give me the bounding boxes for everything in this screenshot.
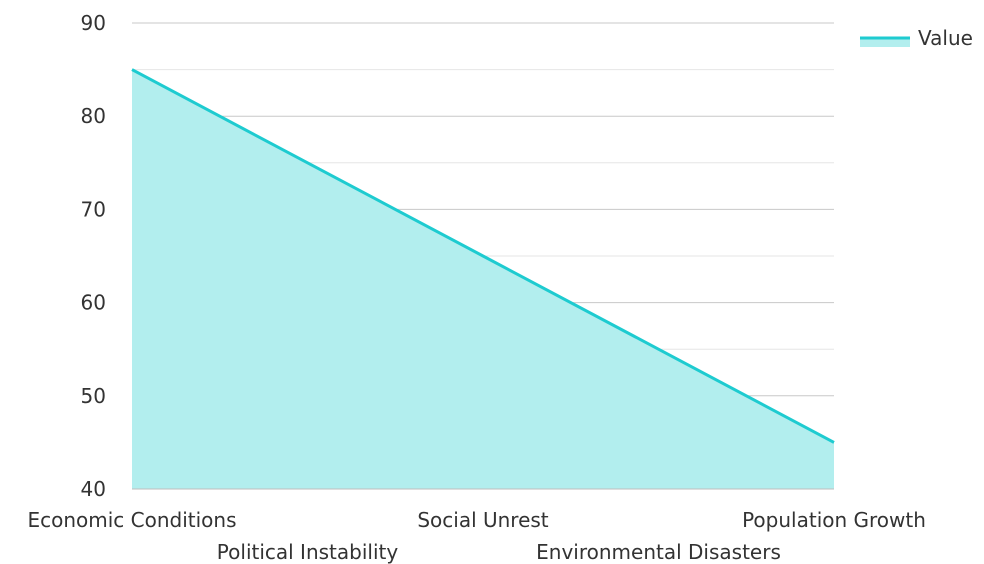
y-tick-label: 60 [81, 291, 106, 315]
x-tick-label: Economic Conditions [27, 508, 236, 532]
y-tick-label: 50 [81, 384, 106, 408]
y-tick-label: 80 [81, 104, 106, 128]
y-tick-label: 90 [81, 11, 106, 35]
series-area-value [132, 69, 834, 489]
y-axis-ticks: 90 80 70 60 50 40 [81, 11, 106, 501]
series-line-value [131, 68, 835, 444]
legend: Value [860, 26, 973, 50]
legend-swatch-fill [860, 38, 910, 47]
x-tick-label: Political Instability [217, 540, 399, 564]
x-tick-label: Environmental Disasters [536, 540, 781, 564]
legend-label-value: Value [918, 26, 973, 50]
x-axis-ticks: Economic Conditions Political Instabilit… [27, 508, 925, 564]
y-tick-label: 70 [81, 197, 106, 221]
x-tick-label: Population Growth [742, 508, 926, 532]
x-tick-label: Social Unrest [417, 508, 548, 532]
y-tick-label: 40 [81, 477, 106, 501]
